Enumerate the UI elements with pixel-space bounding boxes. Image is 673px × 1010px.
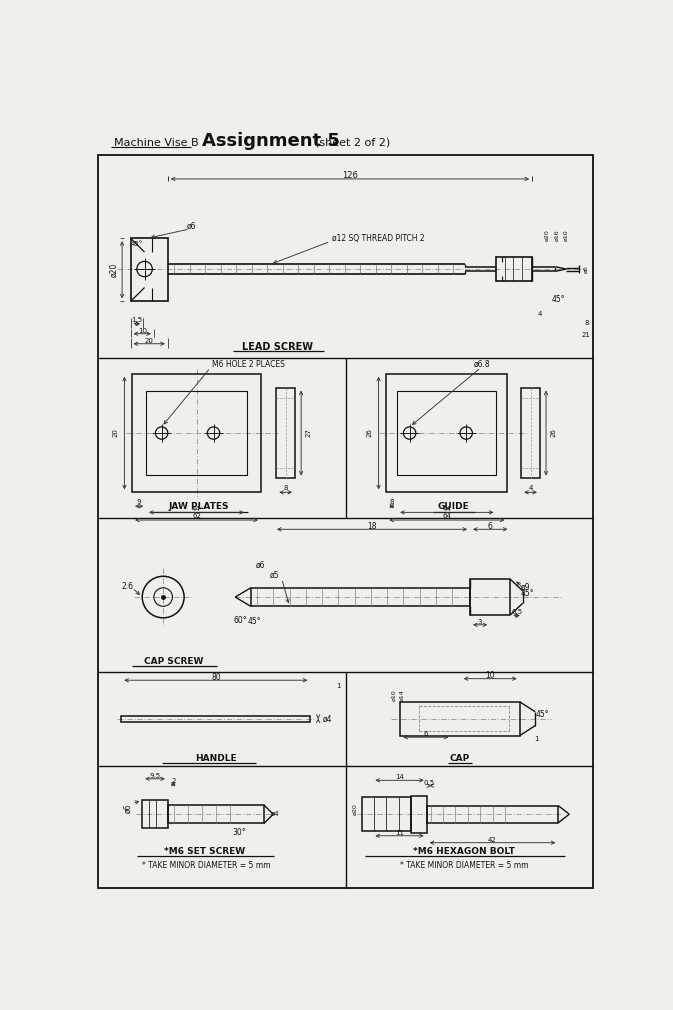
Text: Assignment 5: Assignment 5 [202, 132, 340, 150]
Text: 10: 10 [485, 671, 495, 680]
Text: 45°: 45° [131, 241, 143, 247]
Bar [121, 716, 310, 722]
Text: 2.6: 2.6 [122, 582, 133, 591]
Text: 1.5: 1.5 [131, 317, 143, 323]
Bar [132, 374, 261, 492]
Text: 3: 3 [478, 619, 483, 625]
Text: 20: 20 [112, 428, 118, 437]
Text: ø10: ø10 [392, 690, 396, 701]
Text: 8: 8 [584, 320, 589, 326]
Text: 80: 80 [211, 673, 221, 682]
Text: ø4: ø4 [271, 811, 279, 817]
Bar [386, 374, 507, 492]
Text: 60°: 60° [233, 616, 247, 624]
Text: ø6: ø6 [583, 266, 589, 273]
Text: ø6: ø6 [256, 561, 266, 570]
Text: 1: 1 [336, 683, 341, 689]
Text: ø20: ø20 [109, 263, 118, 277]
Text: 44: 44 [192, 506, 201, 511]
Text: CAP SCREW: CAP SCREW [144, 658, 204, 667]
Text: ø20: ø20 [353, 804, 358, 815]
Text: 2: 2 [171, 778, 176, 784]
Bar [400, 702, 520, 735]
Text: 9.5: 9.5 [149, 773, 161, 779]
Text: CAP: CAP [450, 754, 470, 764]
Text: ø9: ø9 [521, 583, 530, 592]
Text: 9: 9 [137, 499, 141, 505]
Bar [146, 391, 247, 476]
Bar [131, 238, 168, 301]
Text: ø6: ø6 [186, 221, 196, 230]
Text: * TAKE MINOR DIAMETER = 5 mm: * TAKE MINOR DIAMETER = 5 mm [400, 861, 528, 870]
Bar [251, 588, 470, 606]
Text: ø12 SQ THREAD PITCH 2: ø12 SQ THREAD PITCH 2 [332, 233, 425, 242]
Text: 42: 42 [488, 836, 497, 842]
Bar [168, 805, 264, 823]
Text: 44: 44 [442, 506, 451, 511]
Bar [411, 796, 427, 832]
Text: ø14: ø14 [399, 690, 404, 702]
Text: 11: 11 [395, 829, 404, 835]
Text: M6 HOLE 2 PLACES: M6 HOLE 2 PLACES [212, 360, 285, 369]
Text: LEAD SCREW: LEAD SCREW [242, 341, 314, 351]
Text: Machine Vise B: Machine Vise B [114, 137, 199, 147]
Text: 0.5: 0.5 [511, 609, 522, 615]
Text: ø16: ø16 [555, 229, 559, 241]
Text: 6: 6 [423, 731, 428, 737]
Text: (sheet 2 of 2): (sheet 2 of 2) [315, 137, 390, 147]
Bar [397, 391, 497, 476]
Text: 8: 8 [283, 485, 288, 491]
Text: 27: 27 [306, 428, 312, 437]
Text: ø10: ø10 [564, 229, 569, 241]
Text: JAW PLATES: JAW PLATES [168, 502, 229, 511]
Text: 26: 26 [366, 428, 372, 437]
Text: *M6 HEXAGON BOLT: *M6 HEXAGON BOLT [413, 846, 515, 855]
Bar [142, 800, 168, 828]
Text: 30°: 30° [232, 828, 246, 837]
Text: 45°: 45° [552, 295, 565, 304]
Bar [497, 258, 532, 281]
Text: 26: 26 [551, 428, 557, 437]
Text: 21: 21 [582, 332, 591, 338]
Text: 10: 10 [138, 327, 147, 333]
Text: 45°: 45° [521, 590, 534, 599]
Text: 4: 4 [538, 311, 542, 317]
Text: ø6: ø6 [123, 803, 132, 813]
Text: 64: 64 [442, 513, 452, 519]
Text: ø5: ø5 [270, 571, 279, 580]
Text: ø20: ø20 [545, 229, 550, 241]
Text: 0.5: 0.5 [423, 780, 435, 786]
Bar [521, 388, 540, 479]
Text: ø6.8: ø6.8 [474, 360, 491, 369]
Text: ø4: ø4 [323, 714, 332, 723]
Text: 6: 6 [488, 522, 493, 530]
Text: GUIDE: GUIDE [437, 502, 469, 511]
Text: HANDLE: HANDLE [195, 754, 237, 764]
Text: 62: 62 [192, 513, 201, 519]
Bar [470, 580, 510, 615]
Text: * TAKE MINOR DIAMETER = 5 mm: * TAKE MINOR DIAMETER = 5 mm [142, 861, 271, 870]
Bar [427, 806, 559, 823]
Bar [277, 388, 295, 479]
Text: 14: 14 [395, 775, 404, 781]
Text: 126: 126 [342, 171, 358, 180]
Text: 4: 4 [528, 485, 533, 491]
Text: 8: 8 [390, 499, 394, 505]
Text: 1: 1 [534, 735, 539, 741]
Bar [361, 797, 411, 831]
Text: 45°: 45° [536, 710, 550, 719]
Text: 20: 20 [145, 337, 153, 343]
Text: *M6 SET SCREW: *M6 SET SCREW [164, 846, 245, 855]
Text: 18: 18 [367, 522, 377, 530]
Text: 45°: 45° [248, 617, 261, 626]
